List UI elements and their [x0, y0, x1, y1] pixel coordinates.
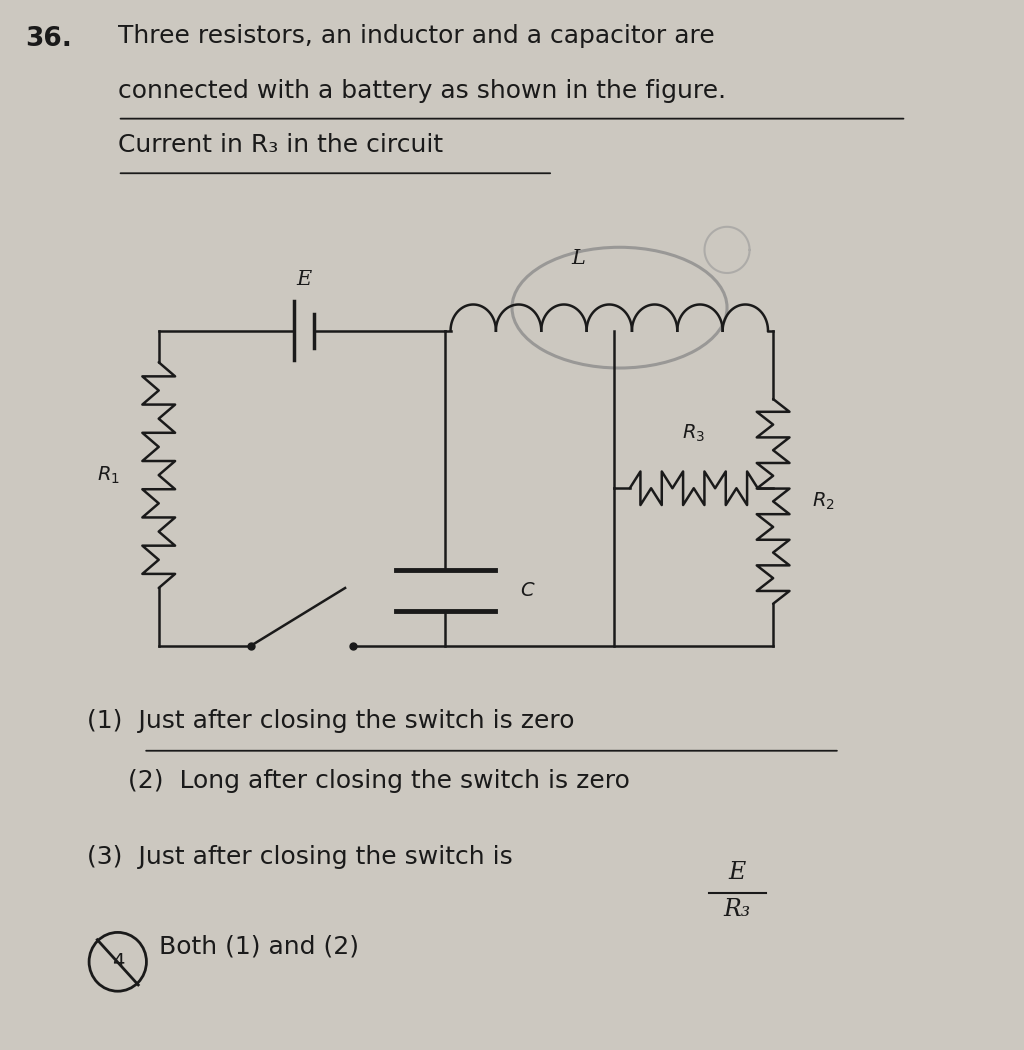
Text: (2)  Long after closing the switch is zero: (2) Long after closing the switch is zer…	[128, 769, 630, 793]
Text: E: E	[729, 861, 745, 884]
Text: $R_2$: $R_2$	[812, 490, 835, 512]
Text: R₃: R₃	[724, 898, 751, 921]
Text: (3)  Just after closing the switch is: (3) Just after closing the switch is	[87, 845, 513, 869]
Text: $R_1$: $R_1$	[97, 464, 120, 486]
Text: Current in R₃ in the circuit: Current in R₃ in the circuit	[118, 133, 443, 158]
Text: 4: 4	[112, 952, 124, 971]
Text: Both (1) and (2): Both (1) and (2)	[159, 934, 358, 959]
Text: 36.: 36.	[26, 26, 73, 52]
Text: Three resistors, an inductor and a capacitor are: Three resistors, an inductor and a capac…	[118, 24, 715, 48]
Text: L: L	[571, 249, 586, 268]
Text: $C$: $C$	[520, 582, 536, 600]
Text: connected with a battery as shown in the figure.: connected with a battery as shown in the…	[118, 79, 726, 103]
Text: (1)  Just after closing the switch is zero: (1) Just after closing the switch is zer…	[87, 709, 574, 733]
Text: $R_3$: $R_3$	[682, 423, 706, 444]
Text: E: E	[297, 270, 311, 289]
